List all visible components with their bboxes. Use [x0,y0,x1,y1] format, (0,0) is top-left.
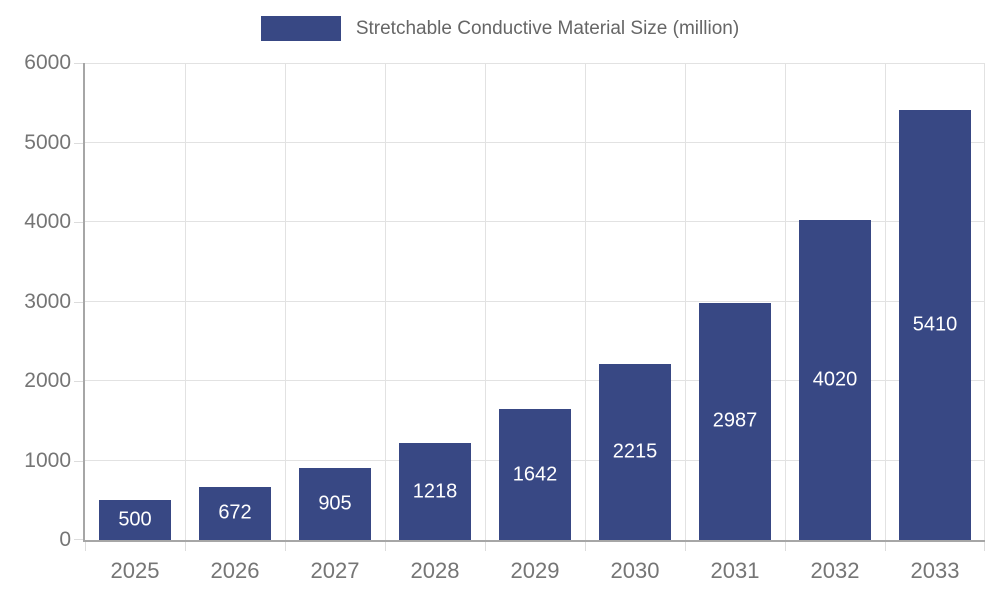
x-axis-tick [485,542,486,551]
bar-value-label: 1218 [412,480,458,503]
y-gridline [85,221,985,222]
y-gridline [85,141,985,143]
y-axis-tick [74,539,83,540]
x-axis-tick-label: 2026 [210,558,260,583]
legend-swatch-icon [260,16,341,41]
bar-2033[interactable]: 5410 [899,109,971,540]
x-axis-tick-label: 2032 [810,558,860,583]
y-axis-tick-label: 0 [59,528,71,551]
x-gridline [285,63,286,540]
x-axis-tick-label: 2033 [910,558,960,583]
bar-2030[interactable]: 2215 [599,363,671,540]
bar-2027[interactable]: 905 [299,468,371,540]
x-axis-tick [85,542,86,551]
y-axis-tick-label: 2000 [24,369,71,392]
bar-2032[interactable]: 4020 [799,220,871,540]
legend-label: Stretchable Conductive Material Size (mi… [355,18,740,39]
bar-value-label: 905 [318,492,352,515]
bar-value-label: 2215 [612,440,658,463]
bar-2031[interactable]: 2987 [699,302,771,540]
legend[interactable]: Stretchable Conductive Material Size (mi… [0,16,1000,41]
bar-value-label: 4020 [812,368,858,391]
x-gridline [685,63,686,540]
x-gridline [885,63,886,540]
x-axis-tick [785,542,786,551]
x-gridline [585,63,586,540]
x-axis-tick-label: 2031 [710,558,760,583]
x-gridline [185,63,186,540]
y-axis-tick [74,301,83,303]
y-gridline [85,380,985,381]
y-axis-tick [74,222,83,223]
x-axis-tick [285,542,286,551]
x-axis-tick-label: 2028 [410,558,460,583]
y-axis-tick-label: 4000 [24,210,71,233]
y-axis-tick [74,381,83,382]
plot-area: 0 1000 2000 3000 4000 5000 6000 500 2025 672 2026 9… [24,51,985,583]
bar-value-label: 1642 [512,463,558,486]
x-gridline [984,63,985,540]
x-axis-tick [885,542,886,551]
bar-2029[interactable]: 1642 [499,409,571,540]
x-axis-tick-label: 2027 [310,558,360,583]
y-axis-tick-label: 5000 [24,130,71,154]
bar-2028[interactable]: 1218 [399,443,471,540]
bar-value-label: 2987 [712,409,758,432]
y-axis-tick [74,63,83,64]
y-gridline [85,300,985,302]
x-axis-line [83,540,985,542]
x-gridline [485,63,486,540]
bar-2025[interactable]: 500 [99,500,171,540]
bar-value-label: 672 [218,501,252,524]
y-axis-tick-label: 6000 [24,51,71,74]
x-gridline [785,63,786,540]
x-axis-tick [385,542,386,551]
y-axis-tick [74,460,83,462]
x-axis-tick [984,542,985,551]
bar-2026[interactable]: 672 [199,486,271,540]
y-axis-line [83,63,85,540]
x-axis-tick-label: 2029 [510,558,560,583]
x-axis-tick [685,542,686,551]
y-axis-tick-label: 3000 [24,289,71,313]
x-axis-tick [185,542,186,551]
y-axis-tick-label: 1000 [24,448,71,472]
y-gridline [85,63,985,64]
x-axis-tick-label: 2030 [610,558,660,583]
bar-value-label: 500 [118,508,152,531]
bar-value-label: 5410 [912,313,958,336]
y-axis-tick [74,142,83,144]
x-gridline [385,63,386,540]
x-axis-tick-label: 2025 [110,558,160,583]
x-axis-tick [585,542,586,551]
